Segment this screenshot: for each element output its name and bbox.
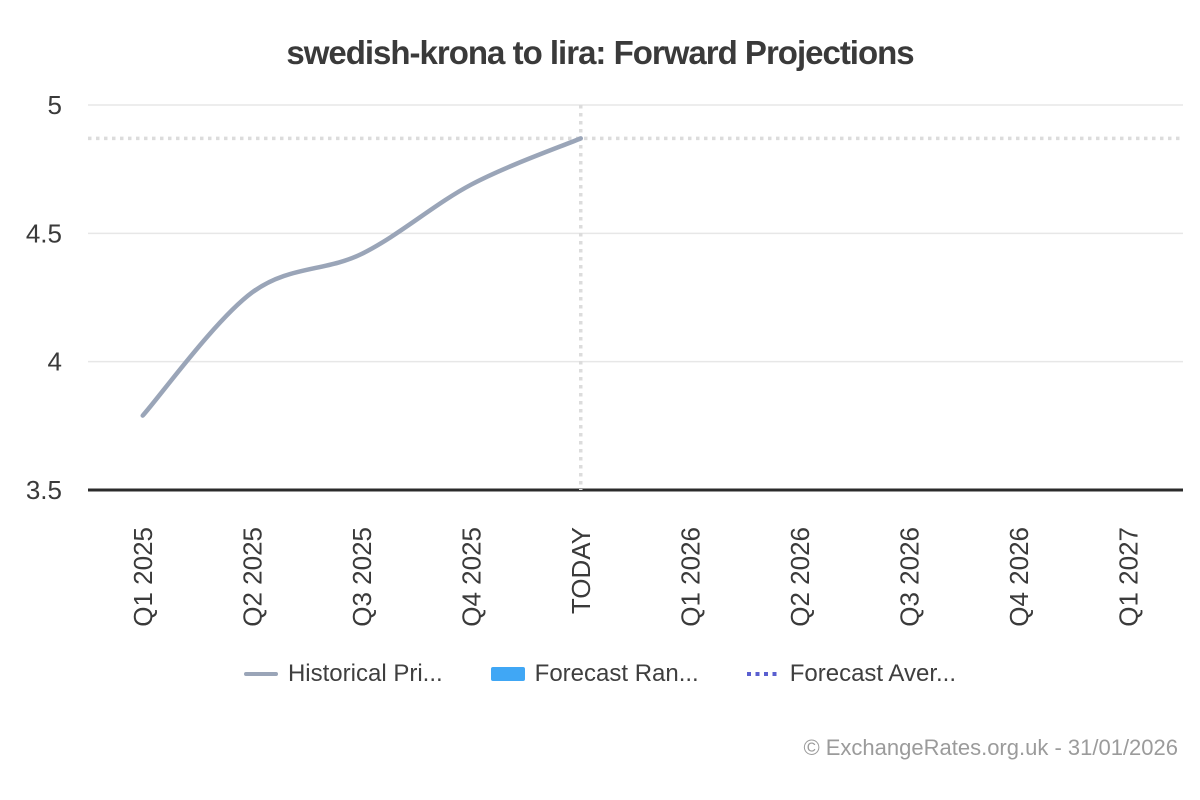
legend-label: Forecast Ran... bbox=[534, 660, 699, 687]
x-tick-label: Q2 2026 bbox=[785, 527, 815, 627]
historical-price-line-swatch-icon bbox=[243, 672, 278, 676]
x-tick-label: Q1 2027 bbox=[1113, 527, 1143, 627]
x-tick-label: Q3 2025 bbox=[347, 527, 377, 627]
y-tick-label: 5 bbox=[48, 90, 62, 120]
y-tick-label: 4 bbox=[48, 347, 62, 377]
plot-area: 3.5 4 4.5 5 Q1 2025 Q2 2025 Q3 2025 Q4 2025 TODA… bbox=[26, 90, 1183, 627]
legend-item-forecast-range[interactable]: Forecast Ran... bbox=[490, 660, 699, 688]
x-tick-label: Q1 2025 bbox=[128, 527, 158, 627]
x-tick-label: Q1 2026 bbox=[675, 527, 705, 627]
y-tick-label: 3.5 bbox=[26, 475, 62, 505]
historical-price-line bbox=[140, 136, 583, 418]
y-tick-label: 4.5 bbox=[26, 218, 62, 248]
forecast-average-dotted-swatch-icon bbox=[746, 672, 780, 676]
chart-legend: Historical Pri... Forecast Ran... Foreca… bbox=[0, 660, 1200, 688]
copyright-text: © ExchangeRates.org.uk - 31/01/2026 bbox=[803, 735, 1178, 760]
chart-title: swedish-krona to lira: Forward Projectio… bbox=[286, 34, 914, 71]
legend-item-historical-price[interactable]: Historical Pri... bbox=[243, 660, 443, 688]
x-tick-label: Q2 2025 bbox=[237, 527, 267, 627]
legend-label: Forecast Aver... bbox=[789, 660, 957, 687]
x-tick-label: Q3 2026 bbox=[894, 527, 924, 627]
legend-item-forecast-average[interactable]: Forecast Aver... bbox=[746, 660, 957, 688]
legend-label: Historical Pri... bbox=[287, 660, 443, 687]
x-tick-label: Q4 2025 bbox=[456, 527, 486, 627]
x-tick-label: TODAY bbox=[566, 527, 596, 614]
x-tick-label: Q4 2026 bbox=[1004, 527, 1034, 627]
forecast-range-swatch-icon bbox=[490, 667, 525, 681]
